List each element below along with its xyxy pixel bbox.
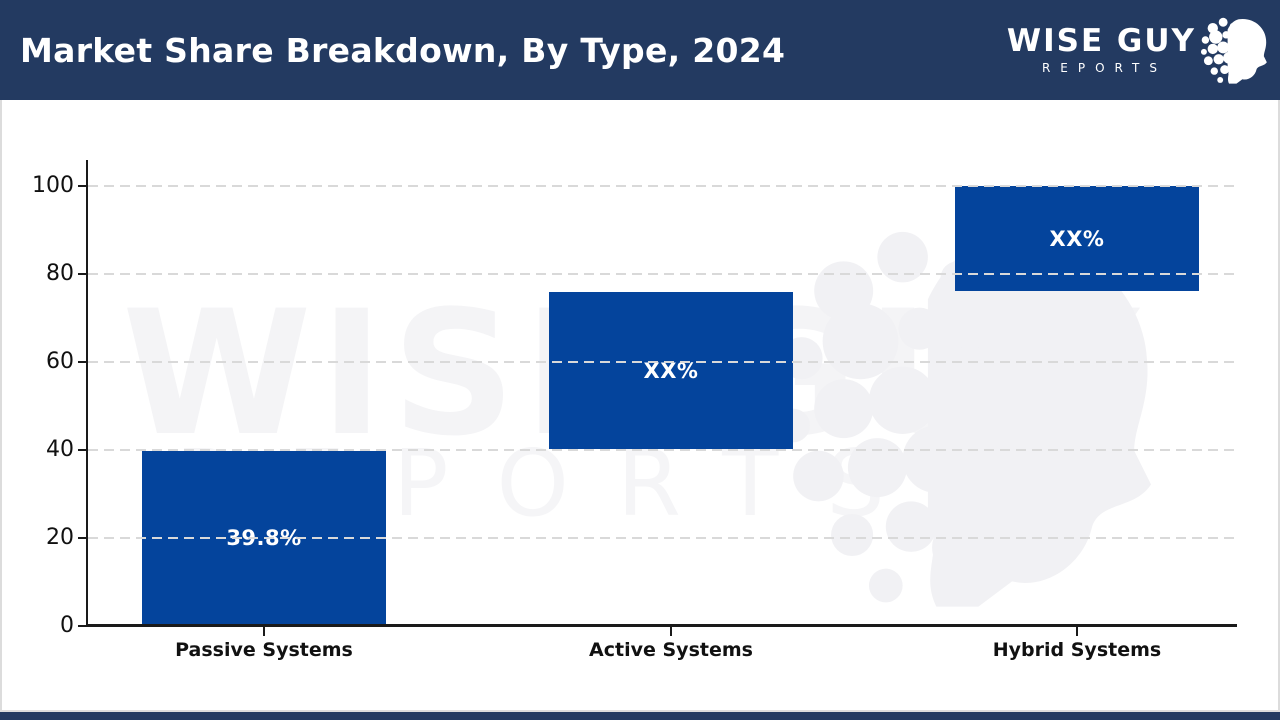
y-tick-mark xyxy=(78,273,87,275)
x-tick-mark xyxy=(670,627,672,636)
page-title: Market Share Breakdown, By Type, 2024 xyxy=(20,30,786,70)
x-tick-mark xyxy=(263,627,265,636)
bottom-border xyxy=(0,710,1280,712)
bar-value-label: XX% xyxy=(1049,226,1105,251)
y-tick-mark xyxy=(78,185,87,187)
y-tick-mark xyxy=(78,361,87,363)
y-tick-mark xyxy=(78,449,87,451)
gridline xyxy=(88,361,1237,363)
bar-hybrid-systems: XX% xyxy=(955,186,1199,291)
y-tick-label: 60 xyxy=(46,349,74,374)
y-tick-label: 0 xyxy=(60,613,74,638)
gridline xyxy=(88,185,1237,187)
wiseguy-logo: WISE GUY REPORTS xyxy=(1007,0,1272,100)
category-label-hybrid-systems: Hybrid Systems xyxy=(992,639,1162,661)
x-tick-mark xyxy=(1076,627,1078,636)
category-label-passive-systems: Passive Systems xyxy=(175,639,353,661)
y-tick-label: 80 xyxy=(46,261,74,286)
y-tick-label: 40 xyxy=(46,437,74,462)
header-bar: Market Share Breakdown, By Type, 2024 WI… xyxy=(0,0,1280,100)
right-border xyxy=(1278,100,1280,712)
y-tick-label: 100 xyxy=(32,173,74,198)
x-axis-line xyxy=(86,624,1237,627)
left-border xyxy=(0,100,2,712)
y-axis-line xyxy=(86,160,88,627)
y-tick-mark xyxy=(78,537,87,539)
bar-active-systems: XX% xyxy=(549,292,793,449)
y-tick-label: 20 xyxy=(46,525,74,550)
y-tick-mark xyxy=(78,625,87,627)
logo-wordmark: WISE GUY REPORTS xyxy=(1006,22,1196,75)
category-label-active-systems: Active Systems xyxy=(589,639,753,661)
gridline xyxy=(88,449,1237,451)
gridline xyxy=(88,537,1237,539)
footer-bar xyxy=(0,712,1280,720)
wiseguy-face-icon xyxy=(1200,17,1267,84)
gridline xyxy=(88,273,1237,275)
logo-wordmark-line2: REPORTS xyxy=(1041,60,1167,75)
logo-wordmark-line1: WISE GUY xyxy=(1006,22,1196,59)
watermark-face-icon xyxy=(776,231,1152,607)
